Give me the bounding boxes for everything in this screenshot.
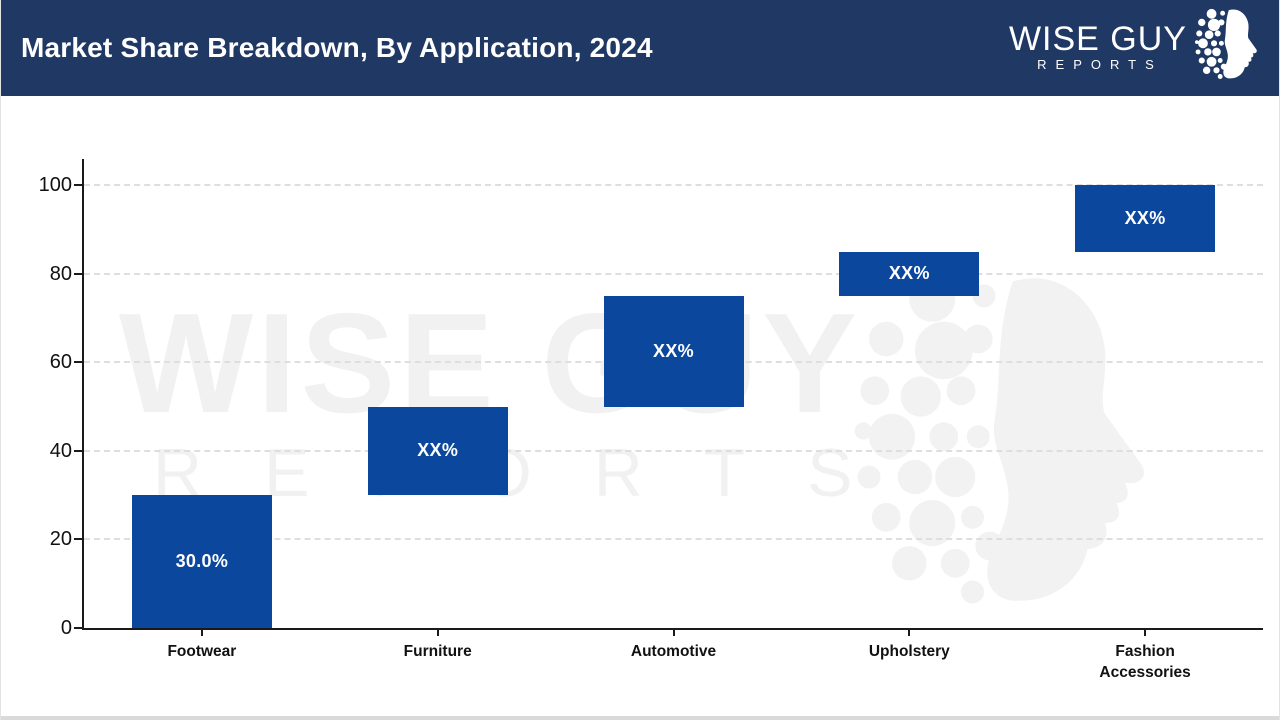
gridline-100	[84, 184, 1263, 187]
x-axis-category-label: Automotive	[630, 643, 717, 660]
bar-value-label: XX%	[417, 440, 459, 461]
y-axis-tick	[74, 272, 82, 275]
logo-text: WISE GUY REPORTS	[1008, 19, 1187, 73]
y-axis-tick-label: 0	[60, 617, 72, 639]
x-axis-tick	[200, 628, 203, 636]
gridline-40	[84, 449, 1263, 452]
y-axis-tick	[74, 538, 82, 541]
plot-area: 30.0% Footwear XX% Furniture XX% Automotive XX…	[74, 159, 1263, 681]
bar-value-label: 30.0%	[175, 551, 229, 572]
x-axis-tick	[908, 628, 911, 636]
x-axis-category-label: Upholstery	[868, 643, 950, 660]
y-axis-tick	[74, 361, 82, 364]
gridline-20	[84, 538, 1263, 541]
y-axis-tick	[74, 627, 82, 629]
bar-furniture: XX%	[367, 406, 508, 496]
bar-value-label: XX%	[888, 263, 930, 284]
x-axis-category-label: Furniture	[403, 643, 472, 660]
y-axis-tick-label: 60	[49, 351, 72, 374]
bottom-border-strip	[1, 716, 1279, 720]
x-axis-category-label: Fashion Accessories	[1099, 643, 1191, 681]
x-axis-tick	[436, 628, 439, 636]
wise-guy-logo: WISE GUY REPORTS	[1009, 4, 1271, 90]
y-axis-tick-label: 100	[38, 174, 72, 197]
bar-fashion-accessories: XX%	[1075, 185, 1216, 252]
y-axis-tick	[74, 184, 82, 187]
y-axis-tick-label: 20	[49, 528, 72, 551]
bar-upholstery: XX%	[839, 251, 980, 296]
y-axis-line	[82, 159, 84, 628]
bar-value-label: XX%	[1124, 207, 1166, 228]
bar-footwear: 30.0%	[131, 495, 272, 628]
logo-subtext: REPORTS	[1037, 57, 1163, 73]
logo-wordmark: WISE GUY	[1008, 19, 1187, 58]
bar-automotive: XX%	[603, 295, 744, 407]
gridline-80	[84, 272, 1263, 275]
logo-head-icon	[1189, 4, 1271, 90]
bar-value-label: XX%	[653, 340, 694, 361]
x-axis-category-label: Footwear	[167, 643, 237, 660]
y-axis-tick-label: 40	[49, 439, 72, 462]
chart-title: Market Share Breakdown, By Application, …	[21, 32, 653, 63]
y-axis-tick	[74, 449, 82, 452]
x-axis-tick	[672, 628, 675, 636]
y-axis-tick-label: 80	[49, 262, 72, 285]
report-header: Market Share Breakdown, By Application, …	[1, 0, 1279, 96]
chart-area: WISE GUY REPORTS 30.0% Footwear XX% Furnitu…	[1, 96, 1279, 716]
x-axis-tick	[1144, 628, 1147, 636]
